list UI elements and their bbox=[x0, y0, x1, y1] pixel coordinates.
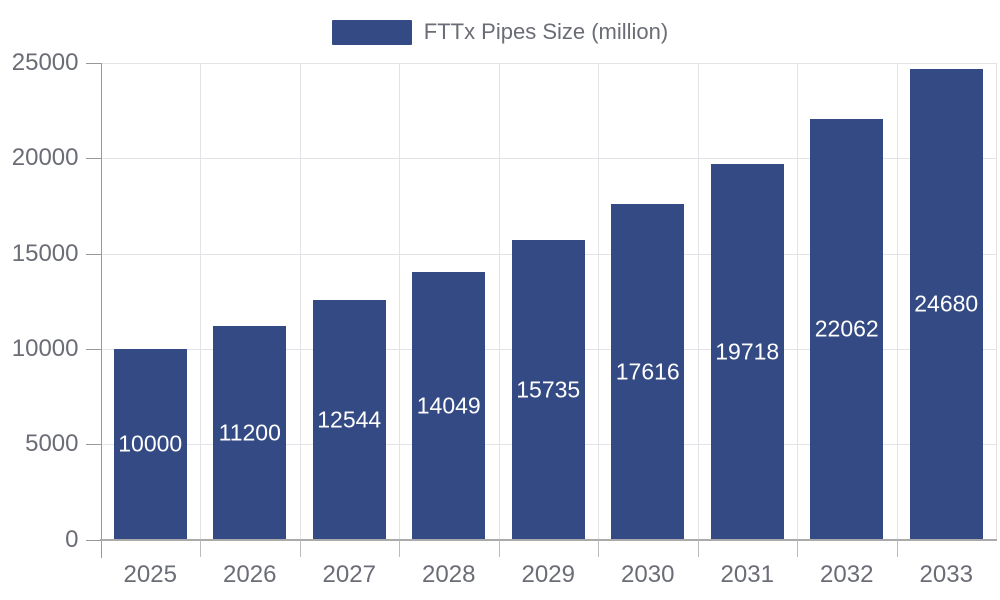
y-tick-label: 0 bbox=[65, 525, 79, 553]
y-tick-label: 10000 bbox=[11, 334, 79, 362]
x-tick bbox=[697, 539, 699, 557]
x-gridline bbox=[299, 63, 301, 540]
y-tick bbox=[85, 158, 101, 160]
bar bbox=[511, 239, 585, 540]
x-gridline bbox=[797, 63, 798, 540]
x-gridline bbox=[896, 63, 898, 540]
bar bbox=[213, 326, 287, 540]
x-tick bbox=[299, 539, 301, 557]
x-gridline bbox=[399, 63, 400, 540]
y-tick bbox=[85, 444, 101, 446]
x-tick-label: 2033 bbox=[919, 560, 973, 588]
y-tick-label: 20000 bbox=[11, 144, 79, 172]
y-tick bbox=[85, 63, 101, 64]
bar bbox=[412, 271, 486, 540]
bar bbox=[113, 348, 187, 540]
bar bbox=[611, 203, 685, 540]
y-tick-label: 25000 bbox=[11, 49, 79, 76]
x-tick-label: 2030 bbox=[621, 560, 675, 588]
bar-value-label: 17616 bbox=[615, 358, 680, 385]
x-tick-label: 2031 bbox=[720, 560, 774, 588]
y-tick-label: 15000 bbox=[11, 239, 79, 267]
bar bbox=[909, 69, 983, 540]
x-gridline bbox=[697, 63, 699, 540]
legend-label: FTTx Pipes Size (million) bbox=[423, 19, 669, 44]
x-gridline bbox=[598, 63, 599, 540]
bar bbox=[312, 300, 386, 540]
y-tick bbox=[85, 348, 101, 350]
x-tick bbox=[896, 539, 898, 557]
y-tick-label: 5000 bbox=[25, 430, 79, 458]
x-tick-label: 2027 bbox=[322, 560, 376, 588]
bar-value-label: 11200 bbox=[218, 419, 281, 446]
bar bbox=[810, 118, 884, 540]
bar-value-label: 19718 bbox=[715, 338, 780, 365]
y-tick bbox=[85, 253, 101, 255]
bar-value-label: 22062 bbox=[814, 315, 879, 342]
x-tick-label: 2032 bbox=[820, 560, 874, 588]
bar-value-label: 15735 bbox=[516, 376, 581, 403]
y-axis-line bbox=[100, 63, 102, 558]
x-gridline bbox=[996, 63, 997, 540]
x-tick bbox=[797, 539, 798, 557]
x-gridline bbox=[200, 63, 201, 540]
bar-value-label: 14049 bbox=[416, 392, 481, 419]
y-gridline bbox=[100, 158, 996, 160]
x-tick-label: 2025 bbox=[123, 560, 177, 588]
y-gridline bbox=[100, 63, 996, 64]
x-axis-line bbox=[99, 538, 997, 541]
x-tick bbox=[399, 539, 400, 557]
legend-swatch bbox=[331, 19, 412, 45]
x-gridline bbox=[498, 63, 500, 540]
bar-value-label: 10000 bbox=[118, 430, 183, 457]
y-tick bbox=[85, 539, 101, 541]
x-tick bbox=[598, 539, 599, 557]
x-tick-label: 2028 bbox=[422, 560, 476, 588]
x-tick-label: 2029 bbox=[521, 560, 575, 588]
x-tick bbox=[498, 539, 500, 557]
bar bbox=[710, 163, 784, 540]
bar-value-label: 24680 bbox=[914, 290, 979, 317]
bar-value-label: 12544 bbox=[317, 406, 382, 433]
x-tick bbox=[200, 539, 201, 557]
legend-item[interactable]: FTTx Pipes Size (million) bbox=[0, 14, 1000, 50]
x-tick-label: 2026 bbox=[223, 560, 277, 588]
